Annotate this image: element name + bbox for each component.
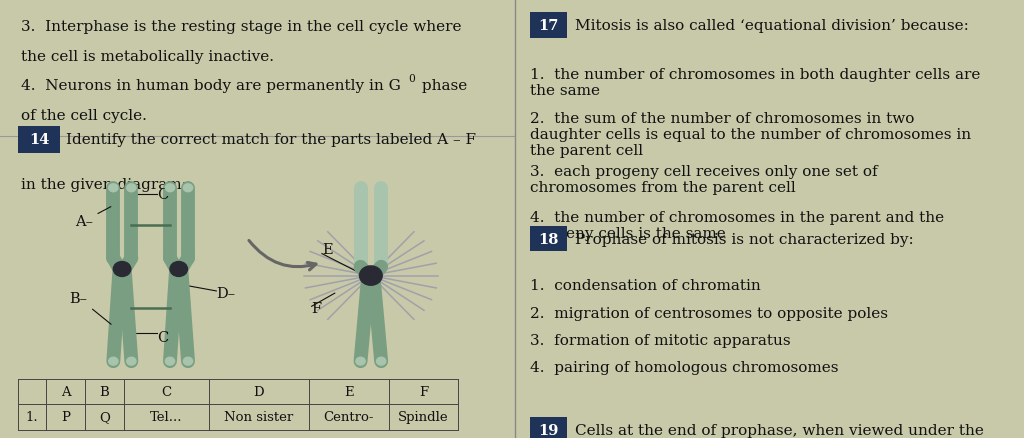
Text: Identify the correct match for the parts labeled A – F: Identify the correct match for the parts…	[67, 133, 476, 147]
Text: B–: B–	[70, 291, 112, 325]
FancyBboxPatch shape	[530, 417, 567, 438]
Text: E: E	[322, 243, 333, 257]
Text: C: C	[157, 330, 168, 344]
Text: 2.  the sum of the number of chromosomes in two
daughter cells is equal to the n: 2. the sum of the number of chromosomes …	[530, 112, 972, 158]
Text: 2.  migration of centrosomes to opposite poles: 2. migration of centrosomes to opposite …	[530, 307, 889, 321]
Text: C: C	[157, 188, 168, 202]
Text: 18: 18	[539, 232, 559, 246]
Text: Cells at the end of prophase, when viewed under the: Cells at the end of prophase, when viewe…	[574, 423, 983, 437]
Text: 3.  formation of mitotic apparatus: 3. formation of mitotic apparatus	[530, 333, 791, 347]
Text: Spindle: Spindle	[398, 410, 449, 424]
Text: of the cell cycle.: of the cell cycle.	[20, 109, 146, 123]
FancyBboxPatch shape	[530, 226, 567, 252]
Text: F: F	[311, 302, 322, 316]
Circle shape	[183, 184, 193, 192]
Circle shape	[356, 184, 366, 192]
Text: 3.  Interphase is the resting stage in the cell cycle where: 3. Interphase is the resting stage in th…	[20, 20, 461, 34]
Text: 3.  each progeny cell receives only one set of
chromosomes from the parent cell: 3. each progeny cell receives only one s…	[530, 164, 878, 194]
Text: phase: phase	[417, 79, 468, 93]
Text: 4.  Neurons in human body are permanently in G: 4. Neurons in human body are permanently…	[20, 79, 400, 93]
Text: P: P	[61, 410, 71, 424]
Text: Centro-: Centro-	[324, 410, 374, 424]
Text: 4.  pairing of homologous chromosomes: 4. pairing of homologous chromosomes	[530, 360, 839, 374]
Circle shape	[359, 266, 382, 286]
Text: Non sister: Non sister	[224, 410, 294, 424]
Text: E: E	[344, 385, 353, 398]
Circle shape	[109, 184, 118, 192]
Text: 19: 19	[539, 423, 559, 437]
Text: 1.  condensation of chromatin: 1. condensation of chromatin	[530, 278, 761, 292]
Text: 1.  the number of chromosomes in both daughter cells are
the same: 1. the number of chromosomes in both dau…	[530, 68, 981, 98]
Circle shape	[356, 357, 366, 365]
Circle shape	[165, 357, 175, 365]
Text: B: B	[99, 385, 110, 398]
Text: the cell is metabolically inactive.: the cell is metabolically inactive.	[20, 49, 273, 64]
FancyBboxPatch shape	[530, 13, 567, 39]
Text: 4.  the number of chromosomes in the parent and the
progeny cells is the same: 4. the number of chromosomes in the pare…	[530, 210, 944, 240]
Circle shape	[127, 357, 136, 365]
Circle shape	[109, 357, 118, 365]
Circle shape	[183, 357, 193, 365]
Text: Tel...: Tel...	[150, 410, 182, 424]
Text: 0: 0	[408, 74, 415, 84]
Text: Prophase of mitosis is not characterized by:: Prophase of mitosis is not characterized…	[574, 232, 913, 246]
Text: D–: D–	[216, 286, 236, 300]
Text: Mitosis is also called ‘equational division’ because:: Mitosis is also called ‘equational divis…	[574, 19, 969, 33]
Text: in the given diagram:: in the given diagram:	[20, 177, 186, 191]
Circle shape	[127, 184, 136, 192]
Text: 14: 14	[29, 133, 49, 147]
FancyBboxPatch shape	[18, 127, 60, 153]
Text: 17: 17	[539, 19, 559, 33]
Text: C: C	[161, 385, 171, 398]
Circle shape	[170, 262, 187, 277]
Circle shape	[377, 184, 386, 192]
Text: F: F	[419, 385, 428, 398]
Circle shape	[114, 262, 131, 277]
Text: Q: Q	[99, 410, 110, 424]
Text: A: A	[60, 385, 71, 398]
Text: D: D	[254, 385, 264, 398]
Circle shape	[377, 357, 386, 365]
Text: 1.: 1.	[26, 410, 39, 424]
Circle shape	[165, 184, 175, 192]
Text: A–: A–	[75, 207, 111, 229]
